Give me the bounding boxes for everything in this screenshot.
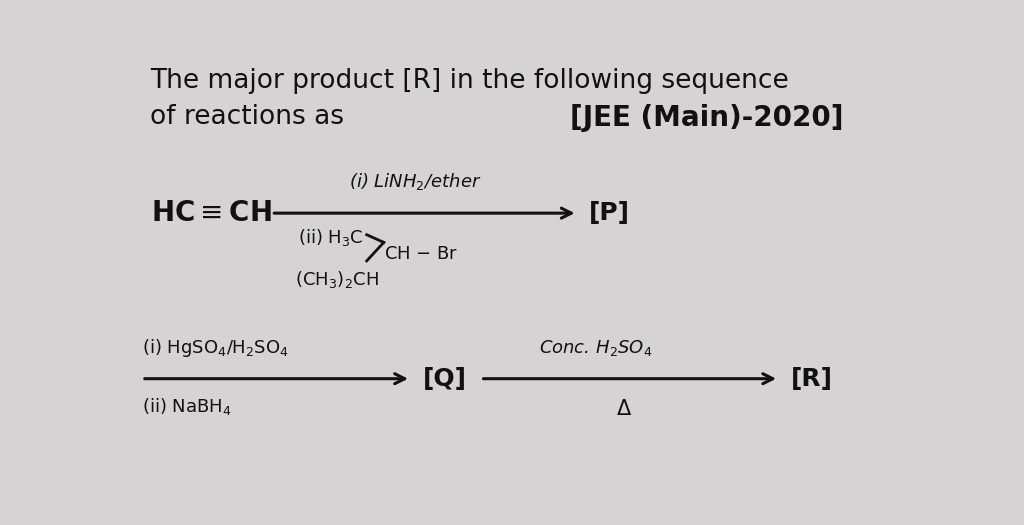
Text: Conc. H$_2$SO$_4$: Conc. H$_2$SO$_4$ [539,338,652,358]
Text: $\Delta$: $\Delta$ [616,400,633,419]
Text: (i) LiNH$_2$/ether: (i) LiNH$_2$/ether [349,171,481,192]
Text: (i) HgSO$_4$/H$_2$SO$_4$: (i) HgSO$_4$/H$_2$SO$_4$ [142,338,289,360]
Text: of reactions as: of reactions as [150,104,344,130]
Text: CH $-$ Br: CH $-$ Br [384,246,458,264]
Text: [Q]: [Q] [423,366,467,391]
Text: (ii) NaBH$_4$: (ii) NaBH$_4$ [142,396,231,417]
Text: The major product [R] in the following sequence: The major product [R] in the following s… [150,68,788,94]
Text: (CH$_3$)$_2$CH: (CH$_3$)$_2$CH [295,269,379,290]
Text: [P]: [P] [589,201,630,225]
Text: HC$\equiv$CH: HC$\equiv$CH [152,199,272,227]
Text: (ii) H$_3$C: (ii) H$_3$C [299,227,365,248]
Text: [JEE (Main)-2020]: [JEE (Main)-2020] [569,104,843,132]
Text: [R]: [R] [791,366,833,391]
